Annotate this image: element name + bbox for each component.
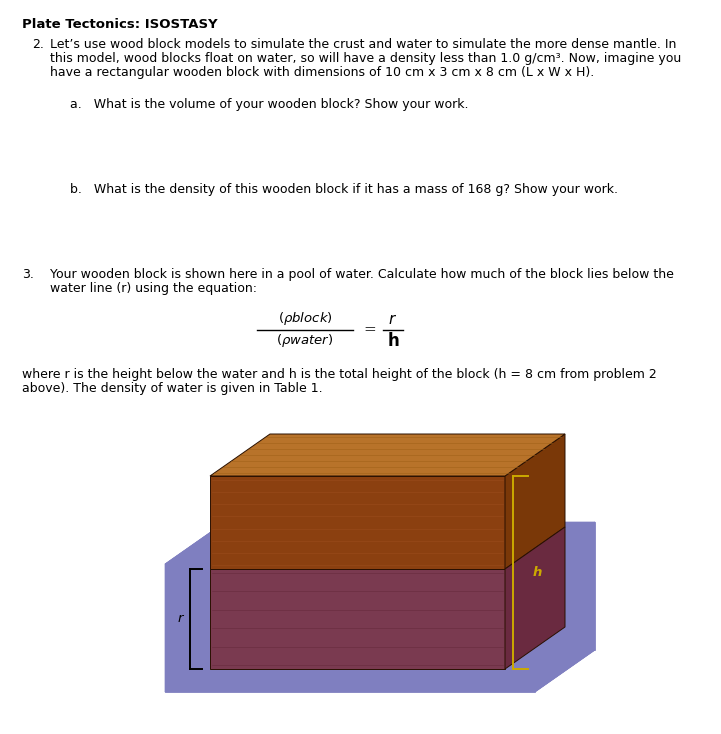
Text: $\mathit{\mathbf{h}}$: $\mathit{\mathbf{h}}$ xyxy=(386,332,399,350)
Text: $r$: $r$ xyxy=(389,313,397,327)
Text: 2.: 2. xyxy=(32,38,44,51)
Polygon shape xyxy=(535,522,595,692)
Polygon shape xyxy=(505,527,565,669)
Text: Your wooden block is shown here in a pool of water. Calculate how much of the bl: Your wooden block is shown here in a poo… xyxy=(50,268,674,281)
Polygon shape xyxy=(210,434,565,476)
Polygon shape xyxy=(165,522,225,692)
Text: have a rectangular wooden block with dimensions of 10 cm x 3 cm x 8 cm (L x W x : have a rectangular wooden block with dim… xyxy=(50,66,594,79)
Text: water line (r) using the equation:: water line (r) using the equation: xyxy=(50,282,257,295)
Polygon shape xyxy=(165,522,595,564)
Polygon shape xyxy=(210,476,505,569)
Text: h: h xyxy=(533,566,542,579)
Text: Plate Tectonics: ISOSTASY: Plate Tectonics: ISOSTASY xyxy=(22,18,218,31)
Text: where r is the height below the water and h is the total height of the block (h : where r is the height below the water an… xyxy=(22,368,657,381)
Text: r: r xyxy=(177,612,183,625)
Text: $(\rho water)$: $(\rho water)$ xyxy=(276,332,334,349)
Text: a.   What is the volume of your wooden block? Show your work.: a. What is the volume of your wooden blo… xyxy=(70,98,469,111)
Polygon shape xyxy=(210,569,505,669)
Polygon shape xyxy=(225,522,595,650)
Text: above). The density of water is given in Table 1.: above). The density of water is given in… xyxy=(22,382,322,395)
Text: this model, wood blocks float on water, so will have a density less than 1.0 g/c: this model, wood blocks float on water, … xyxy=(50,52,681,65)
Text: 3.: 3. xyxy=(22,268,34,281)
Text: b.   What is the density of this wooden block if it has a mass of 168 g? Show yo: b. What is the density of this wooden bl… xyxy=(70,183,618,196)
Polygon shape xyxy=(505,434,565,569)
Text: =: = xyxy=(363,323,376,337)
Polygon shape xyxy=(165,564,535,692)
Text: Let’s use wood block models to simulate the crust and water to simulate the more: Let’s use wood block models to simulate … xyxy=(50,38,676,51)
Text: $(\rho block)$: $(\rho block)$ xyxy=(278,310,332,327)
Polygon shape xyxy=(165,650,595,692)
